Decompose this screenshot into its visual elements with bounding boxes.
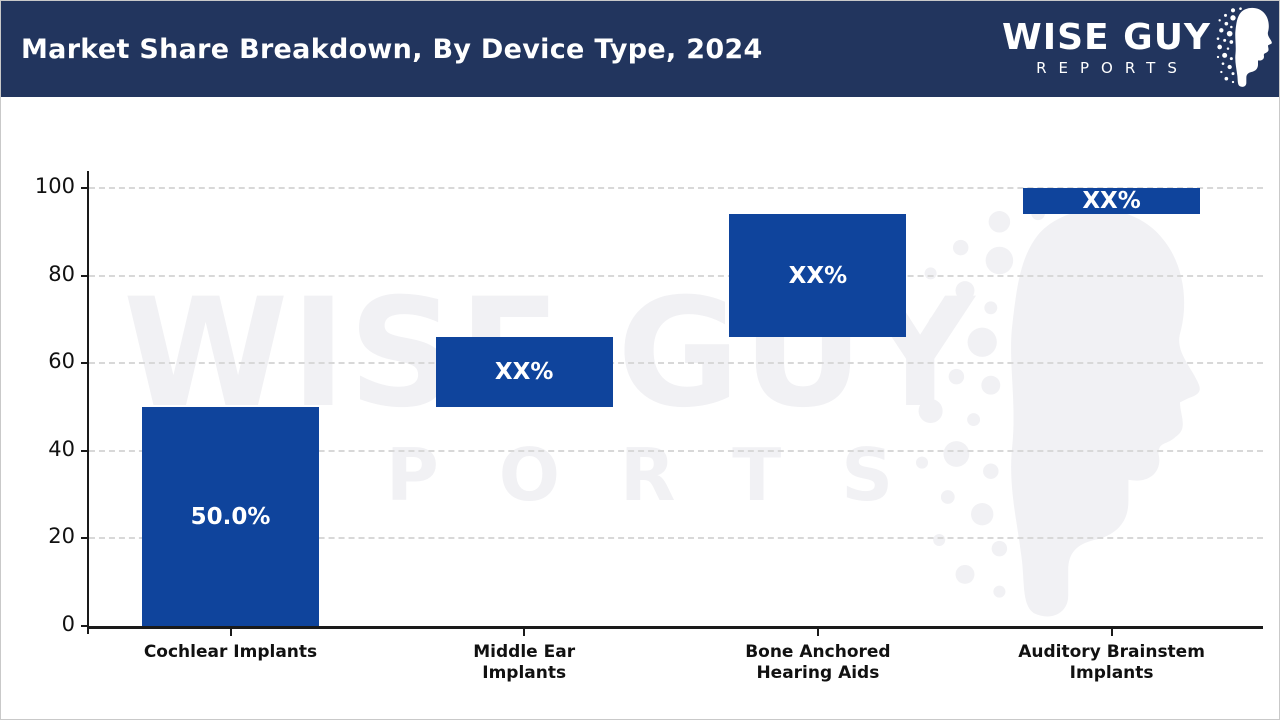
logo-wordmark: WISE GUY REPORTS (1001, 16, 1211, 77)
x-tick-mark (523, 628, 526, 636)
bar-segment: XX% (729, 214, 907, 337)
y-tick-label: 100 (34, 174, 75, 198)
y-tick-mark (81, 625, 89, 627)
category-label-line: Implants (1069, 663, 1154, 683)
x-tick-mark (229, 628, 232, 636)
category-label: Middle Ear Implants (377, 642, 671, 684)
gridline (89, 362, 1263, 365)
y-tick-label: 80 (48, 261, 75, 286)
x-tick-mark (1110, 628, 1113, 636)
gridline (89, 449, 1263, 452)
bar-segment: XX% (435, 336, 613, 407)
bar-value-label: XX% (494, 358, 554, 385)
category-label: Auditory Brainstem Implants (965, 642, 1259, 684)
category-label-line: Implants (482, 663, 567, 683)
category-label-line: Bone Anchored (745, 642, 891, 662)
category-label: Bone Anchored Hearing Aids (671, 642, 965, 684)
y-tick-mark (81, 274, 89, 277)
y-tick-mark (81, 362, 89, 365)
y-tick-label: 40 (48, 436, 75, 461)
category-label: Cochlear Implants (84, 642, 378, 663)
bar-segment: 50.0% (142, 407, 319, 626)
category-label-line: Auditory Brainstem (1018, 642, 1205, 662)
bar-segment: XX% (1023, 188, 1201, 215)
y-tick-mark (81, 537, 89, 540)
watermark-head-profile-icon (915, 206, 1200, 617)
bar-value-label: XX% (788, 262, 848, 289)
x-axis-line (87, 626, 1263, 629)
logo-text-bottom: REPORTS (1036, 58, 1189, 77)
bar-value-label: 50.0% (190, 503, 271, 530)
y-tick-label: 0 (61, 612, 75, 636)
x-tick-mark (816, 628, 819, 636)
y-axis-line (87, 171, 89, 634)
header-bar: Market Share Breakdown, By Device Type, … (1, 1, 1279, 97)
gridline (89, 187, 1263, 189)
category-label-line: Hearing Aids (756, 663, 880, 683)
bar-value-label: XX% (1082, 188, 1141, 215)
gridline (89, 537, 1263, 540)
y-tick-mark (81, 187, 89, 189)
gridline (89, 274, 1263, 277)
category-label-line: Cochlear Implants (143, 642, 318, 662)
y-tick-mark (81, 449, 89, 452)
page-title: Market Share Breakdown, By Device Type, … (21, 33, 763, 65)
dotted-head-profile-icon (1216, 7, 1272, 87)
logo-text-top: WISE GUY (1001, 16, 1211, 58)
wiseguy-logo: WISE GUY REPORTS (1002, 5, 1273, 89)
y-tick-label: 20 (48, 524, 75, 549)
category-label-line: Middle Ear (473, 642, 576, 662)
y-tick-label: 60 (48, 349, 75, 374)
